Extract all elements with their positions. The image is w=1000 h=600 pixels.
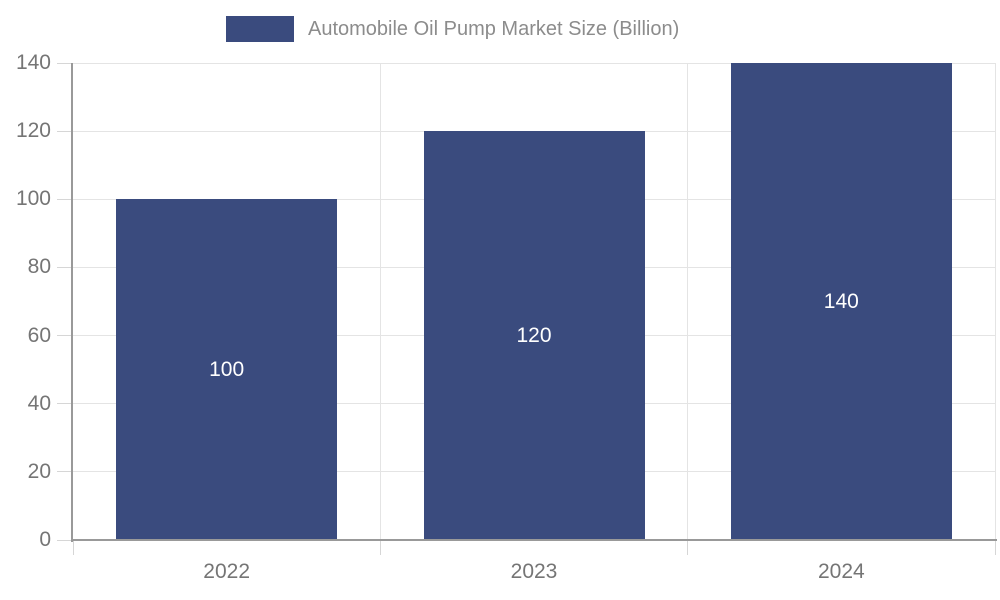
y-axis-tick-label: 100 [15,187,51,211]
legend-label: Automobile Oil Pump Market Size (Billion… [308,17,680,40]
y-axis-tick-label: 0 [39,528,51,551]
x-axis-tick-label: 2024 [817,560,865,583]
y-axis-tick [57,130,73,132]
y-axis-tick [57,335,73,337]
legend-swatch-icon [226,16,294,42]
x-axis-tick [72,541,74,555]
y-axis-tick-label: 60 [27,323,51,347]
legend-item[interactable]: Automobile Oil Pump Market Size (Billion… [226,16,679,42]
y-axis-tick [57,266,73,268]
y-axis-tick-label: 80 [27,255,51,279]
x-axis-tick-label: 2023 [510,560,558,583]
bar-2024[interactable] [730,63,952,540]
y-axis-line [71,63,73,542]
x-axis-tick [994,541,996,555]
y-axis-tick-label: 140 [15,51,51,74]
x-axis-line [71,539,997,541]
y-axis-tick [57,62,73,64]
category-separator-gridline [994,63,996,540]
bar-2023[interactable] [423,131,645,540]
x-axis-tick [379,541,381,555]
y-axis-tick-label: 40 [27,391,51,415]
y-axis-tick-label: 20 [27,459,51,483]
category-separator-gridline [379,63,381,540]
bar-value-label: 120 [516,323,552,347]
category-separator-gridline [687,63,689,540]
y-axis-tick [57,539,73,541]
bar-value-label: 140 [823,289,859,313]
y-axis-tick [57,198,73,200]
y-axis-tick-label: 120 [15,119,51,143]
y-gridline [73,62,995,64]
y-axis-tick [57,471,73,473]
y-axis-tick [57,403,73,405]
bar-2022[interactable] [116,199,338,540]
x-axis-tick-label: 2022 [203,560,251,583]
bar-value-label: 100 [209,357,245,381]
x-axis-tick [687,541,689,555]
